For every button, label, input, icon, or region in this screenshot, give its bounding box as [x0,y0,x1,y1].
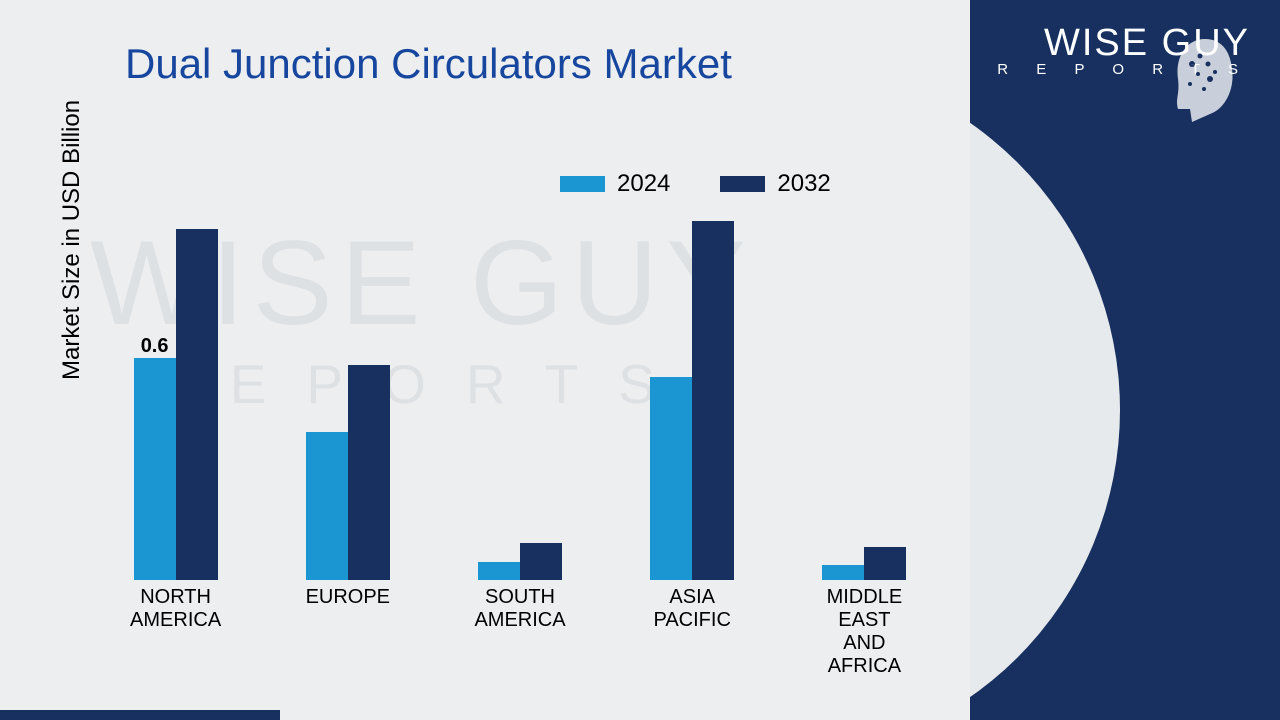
x-axis-label: ASIAPACIFIC [622,586,762,632]
legend-label-2024: 2024 [617,170,670,198]
bar-group [306,365,390,580]
x-axis-label: MIDDLEEASTANDAFRICA [794,586,934,678]
head-icon [1170,34,1240,124]
bar [864,547,906,580]
bar-group [134,229,218,581]
x-axis-label: SOUTHAMERICA [450,586,590,632]
bar [692,221,734,580]
legend-swatch-2024 [560,176,605,192]
x-axis-label: EUROPE [278,586,418,609]
footer-accent-bar [0,710,280,720]
bar [478,562,520,581]
legend-swatch-2032 [720,176,765,192]
bar-group [478,543,562,580]
bar [134,358,176,580]
brand-logo: WISE GUY R E P O R T S [997,22,1250,78]
chart-canvas: WISE GUY R E P O R T S WISE GUY REPORTS … [0,0,1280,720]
bar [176,229,218,581]
bar [306,432,348,580]
legend: 2024 2032 [560,170,831,198]
plot-area: 0.6 [110,210,930,580]
legend-label-2032: 2032 [777,170,830,198]
legend-item-2032: 2032 [720,170,830,198]
bar [822,565,864,580]
bar-value-label: 0.6 [141,335,169,358]
x-axis-label: NORTHAMERICA [106,586,246,632]
y-axis-label: Market Size in USD Billion [58,100,86,380]
bar-group [822,547,906,580]
chart-title: Dual Junction Circulators Market [125,40,732,88]
legend-item-2024: 2024 [560,170,670,198]
bar [520,543,562,580]
bar [650,377,692,581]
bar-group [650,221,734,580]
bar [348,365,390,580]
